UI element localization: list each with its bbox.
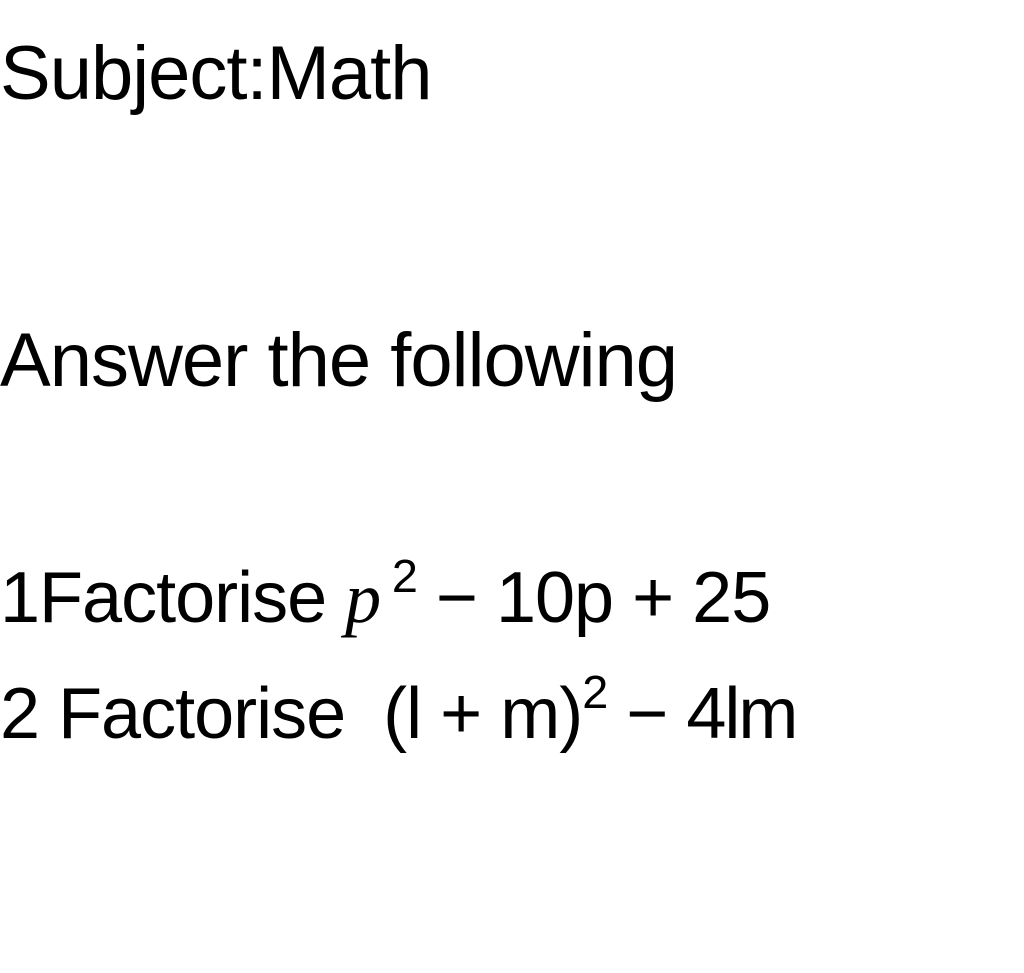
instruction-line: Answer the following xyxy=(0,317,1024,404)
constant-25: 25 xyxy=(692,558,770,638)
variable-l-2: l xyxy=(724,674,738,754)
exponent-2: 2 xyxy=(392,550,417,602)
term-4lm: 4lm xyxy=(686,674,796,754)
exponent-2b: 2 xyxy=(582,666,607,718)
problem-1: 1Factorise p2 − 10p + 25 xyxy=(0,554,1024,640)
variable-p: p xyxy=(345,558,380,638)
plus-op: + xyxy=(632,558,673,638)
variable-m: m xyxy=(500,674,559,754)
problem-verb: Factorise xyxy=(39,558,326,638)
problem-number: 1 xyxy=(0,558,39,638)
problem-verb: Factorise xyxy=(58,674,345,754)
subject-label: Subject: xyxy=(0,31,267,116)
instruction-text: Answer the following xyxy=(0,318,677,403)
minus-op-2: − xyxy=(626,674,667,754)
minus-op: − xyxy=(436,558,477,638)
plus-inner: + xyxy=(440,674,481,754)
coefficient-10: 10 xyxy=(496,558,574,638)
problem-2: 2 Factorise (l + m)2 − 4lm xyxy=(0,670,1024,755)
subject-line: Subject:Math xyxy=(0,30,1024,117)
right-paren: ) xyxy=(559,674,582,754)
variable-l: l xyxy=(406,674,421,754)
coefficient-4: 4 xyxy=(686,674,724,754)
variable-p-2: p xyxy=(574,558,613,638)
subject-value: Math xyxy=(267,31,432,116)
left-paren: ( xyxy=(383,674,406,754)
variable-m-2: m xyxy=(738,674,796,754)
problem-number: 2 xyxy=(0,674,39,754)
